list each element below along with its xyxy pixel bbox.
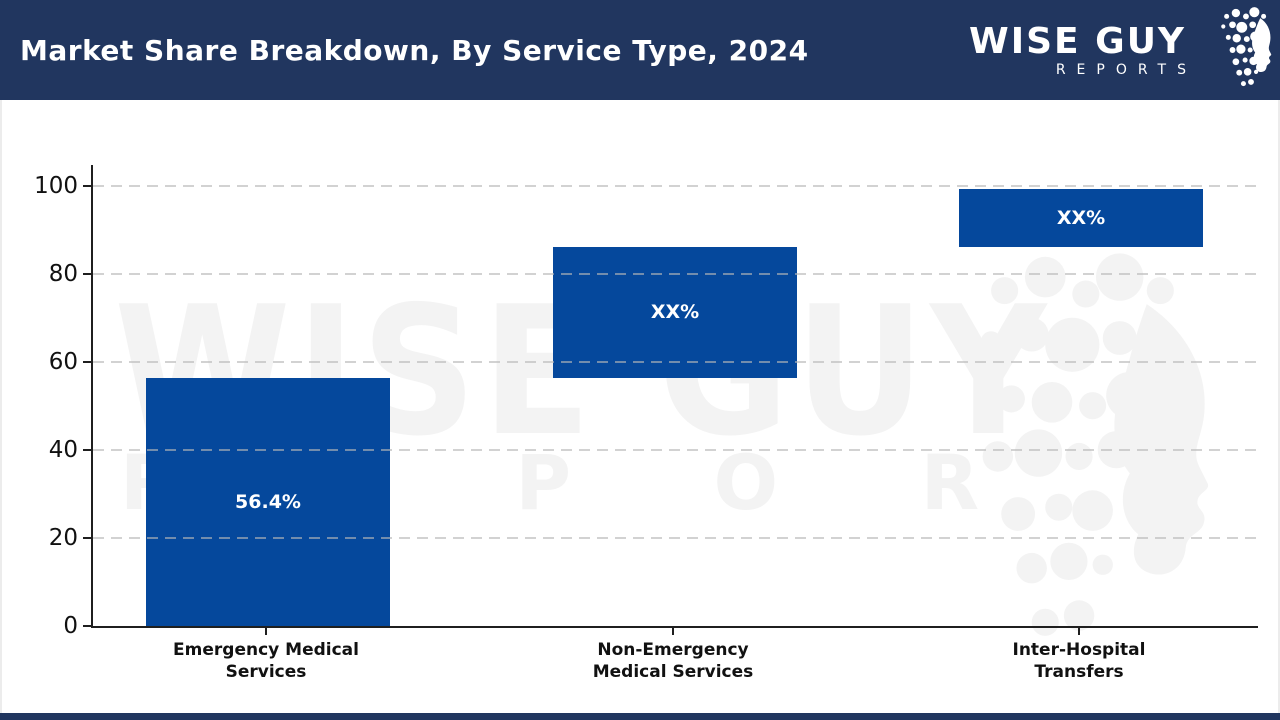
x-axis-tick-mark [265,628,267,635]
wise-guy-reports-logo: WISE GUY REPORTS [969,6,1272,94]
y-axis-tick-mark [83,625,91,627]
y-axis-tick-mark [83,361,91,363]
header-bar: Market Share Breakdown, By Service Type,… [0,0,1280,100]
y-axis-tick-mark [83,185,91,187]
footer-accent-bar [0,713,1280,720]
gridline-40 [93,449,1256,451]
y-axis-tick-label-60: 60 [48,349,78,375]
y-axis-tick-mark [83,449,91,451]
y-axis-tick-label-80: 80 [48,261,78,287]
gridline-20 [93,537,1256,539]
logo-wordmark: WISE GUY [968,20,1186,62]
page-title: Market Share Breakdown, By Service Type,… [20,33,809,67]
bar-value-label: 56.4% [235,490,301,513]
y-axis-tick-label-40: 40 [48,437,78,463]
bar-inter-hospital-transfers: XX% [959,188,1203,248]
y-axis-tick-label-100: 100 [34,173,78,199]
y-axis-tick-label-0: 0 [63,613,78,639]
gridline-80 [93,273,1256,275]
bar-non-emergency-medical-services: XX% [553,247,797,378]
x-axis-tick-mark [672,628,674,635]
x-axis-label-inter-hospital-transfers: Inter-Hospital Transfers [1012,640,1146,682]
plot-area: 56.4% XX% XX% [91,165,1258,628]
watermark-head-icon [980,253,1209,636]
logo-head-icon [1221,7,1272,87]
y-axis-tick-mark [83,537,91,539]
y-axis-tick-mark [83,273,91,275]
x-axis-tick-mark [1078,628,1080,635]
logo-text: WISE GUY REPORTS [968,20,1186,77]
bar-emergency-medical-services: 56.4% [146,377,390,626]
y-axis-tick-label-20: 20 [48,525,78,551]
logo-subtitle: REPORTS [1055,61,1197,78]
gridline-100 [93,185,1256,187]
gridline-60 [93,361,1256,363]
x-axis-label-emergency-medical-services: Emergency Medical Services [173,640,359,682]
bar-value-label: XX% [650,301,700,324]
x-axis-label-non-emergency-medical-services: Non-Emergency Medical Services [592,640,754,682]
bar-value-label: XX% [1056,206,1106,229]
chart-canvas: WISE GUY R E P O R T S 56.4% XX% XX% [0,100,1280,713]
